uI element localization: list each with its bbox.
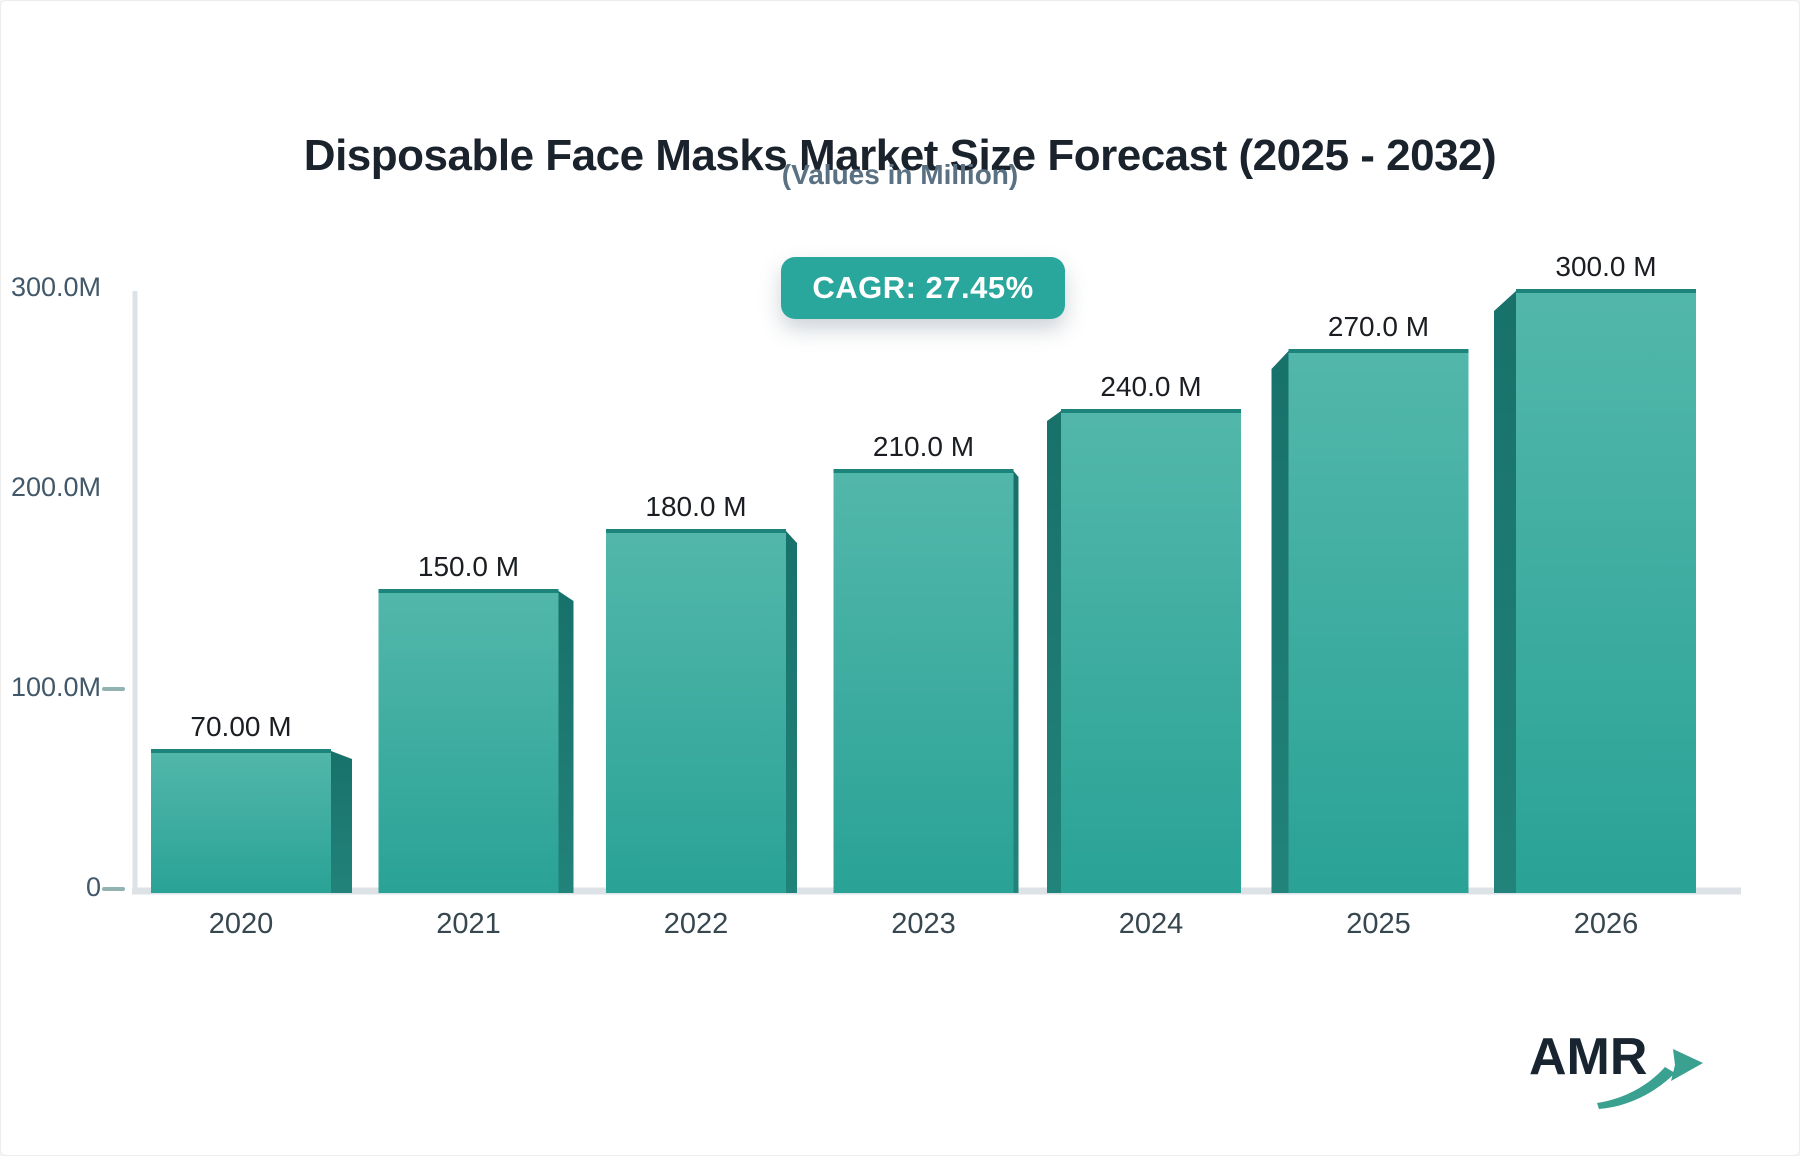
bar-2023: 210.0 M 2023 [833, 431, 1019, 940]
x-axis-label: 2022 [664, 908, 729, 940]
bar-2025: 270.0 M 2025 [1271, 311, 1469, 940]
bar-front-face [378, 589, 559, 893]
bar-top-edge [378, 589, 559, 593]
bar-front-face [833, 469, 1014, 893]
amr-logo-arrow-icon [1597, 1049, 1703, 1109]
amr-logo-text: AMR [1529, 1028, 1648, 1086]
bar-top-edge [833, 469, 1014, 473]
arrow-head [1671, 1049, 1703, 1081]
bar-top-edge [606, 529, 786, 533]
bar-value-label: 240.0 M [1100, 371, 1201, 402]
bar-front-face [1288, 349, 1469, 893]
bar-value-label: 300.0 M [1555, 251, 1656, 282]
bar-value-label: 150.0 M [418, 551, 519, 582]
bar-value-label: 70.00 M [190, 711, 291, 742]
bar-front-face [1061, 409, 1241, 893]
bar-top-edge [1288, 349, 1469, 353]
bar-side-face [1047, 411, 1061, 893]
y-axis-label: 0 [86, 872, 101, 902]
cagr-badge-label: CAGR: 27.45% [812, 270, 1034, 305]
bar-top-edge [151, 749, 331, 753]
bar-front-face [606, 529, 786, 893]
y-axis-label: 100.0M [11, 672, 101, 702]
cagr-badge: CAGR: 27.45% [781, 257, 1065, 319]
x-axis-label: 2025 [1346, 908, 1411, 940]
bar-top-edge [1061, 409, 1241, 413]
x-axis-label: 2024 [1119, 908, 1184, 940]
bar-value-label: 180.0 M [645, 491, 746, 522]
bar-top-edge [1516, 289, 1696, 293]
bar-side-face [786, 531, 797, 893]
bar-value-label: 210.0 M [873, 431, 974, 462]
x-axis-label: 2026 [1574, 908, 1639, 940]
y-axis-label: 300.0M [11, 272, 101, 302]
chart-title: Disposable Face Masks Market Size Foreca… [303, 131, 1497, 181]
x-axis-label: 2023 [891, 908, 956, 940]
bar-side-face [331, 751, 352, 893]
y-axis-label: 200.0M [11, 472, 101, 502]
bar-side-face [1271, 351, 1289, 893]
x-axis-label: 2021 [436, 908, 501, 940]
bar-front-face [151, 749, 331, 893]
bar-2026: 300.0 M 2026 [1494, 251, 1696, 940]
x-axis-label: 2020 [209, 908, 274, 940]
bar-side-face [558, 591, 574, 893]
chart-subtitle: (Values in Million) [781, 159, 1019, 190]
bar-2021: 150.0 M 2021 [378, 551, 574, 940]
bar-side-face [1013, 471, 1019, 893]
bar-value-label: 270.0 M [1328, 311, 1429, 342]
bar-2024: 240.0 M 2024 [1047, 371, 1241, 940]
bar-2022: 180.0 M 2022 [606, 491, 797, 940]
amr-logo: AMR [1529, 1031, 1729, 1131]
arrow-swoosh [1597, 1067, 1675, 1109]
bar-side-face [1494, 291, 1516, 893]
bar-front-face [1516, 289, 1696, 893]
bar-2020: 70.00 M 2020 [151, 711, 352, 940]
